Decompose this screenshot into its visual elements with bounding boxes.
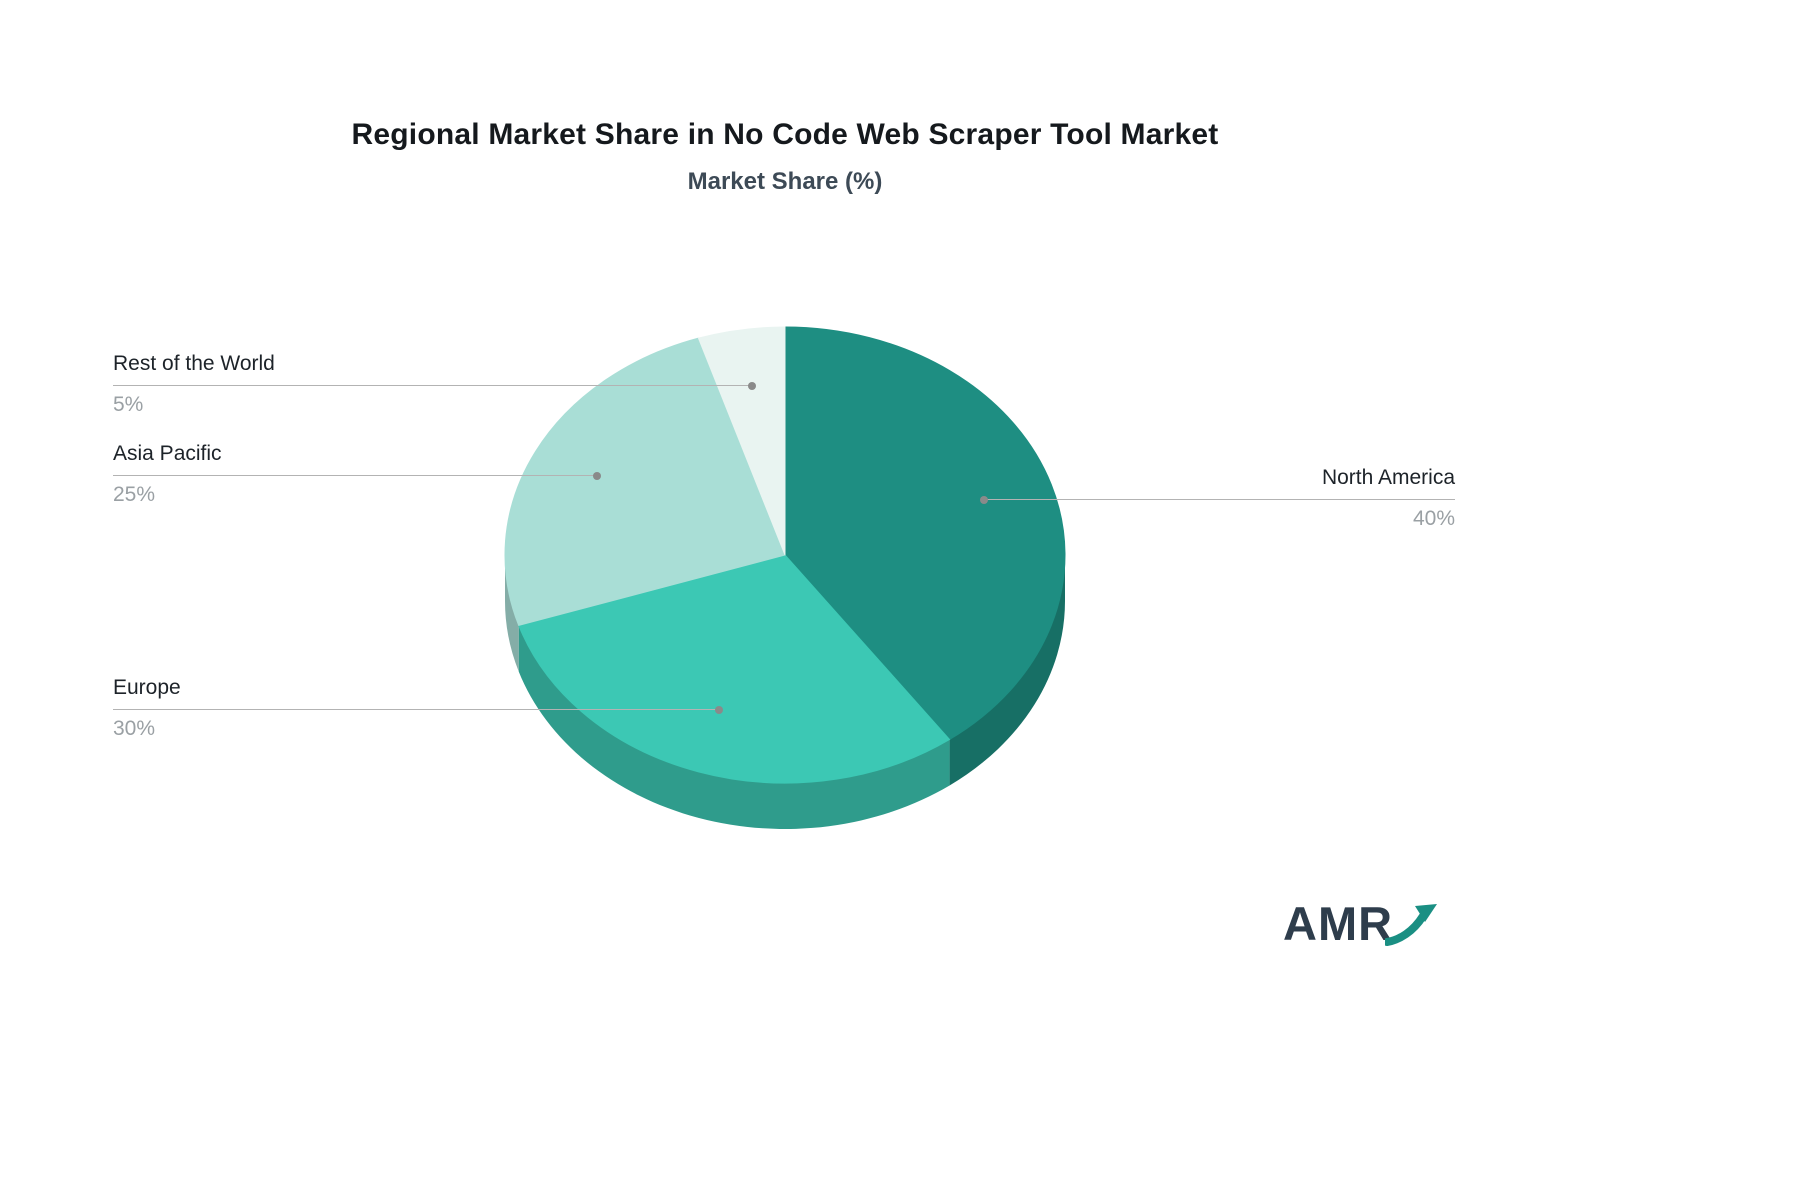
pie-slice-europe	[518, 554, 951, 784]
pie-slice-side	[949, 555, 1065, 786]
leader-dot	[593, 472, 601, 480]
amr-logo-arrow-icon	[1385, 904, 1438, 946]
leader-dot	[715, 706, 723, 714]
slice-label-asia-pacific: Asia Pacific	[113, 442, 222, 465]
leader-line	[113, 472, 601, 480]
callout-north-america: North America 40%	[980, 466, 1455, 531]
pie-slice-north-america	[784, 326, 1066, 741]
slice-label-europe: Europe	[113, 676, 181, 699]
leader-dot	[748, 382, 756, 390]
pie-slice-rest-of-the-world	[697, 326, 786, 556]
callout-asia-pacific: Asia Pacific 25%	[113, 442, 601, 507]
slice-value-europe: 30%	[113, 717, 156, 740]
leader-line	[113, 706, 723, 714]
pie-slice-side	[518, 625, 950, 830]
slice-value-north-america: 40%	[1412, 507, 1455, 530]
leader-dot	[980, 496, 988, 504]
callout-rest-of-the-world: Rest of the World 5%	[113, 352, 756, 417]
chart-title: Regional Market Share in No Code Web Scr…	[351, 118, 1219, 151]
pie-slice-side	[505, 555, 519, 672]
slice-label-rest-of-the-world: Rest of the World	[113, 352, 275, 375]
slice-value-asia-pacific: 25%	[113, 483, 156, 506]
chart-subtitle: Market Share (%)	[687, 168, 883, 195]
amr-logo: AMR	[1283, 897, 1438, 950]
slice-value-rest-of-the-world: 5%	[113, 393, 144, 416]
leader-line	[980, 496, 1455, 504]
leader-line	[113, 382, 756, 390]
callout-europe: Europe 30%	[113, 676, 723, 741]
amr-logo-text: AMR	[1283, 897, 1394, 950]
pie-slice-asia-pacific	[504, 337, 786, 627]
slice-label-north-america: North America	[1321, 466, 1455, 489]
